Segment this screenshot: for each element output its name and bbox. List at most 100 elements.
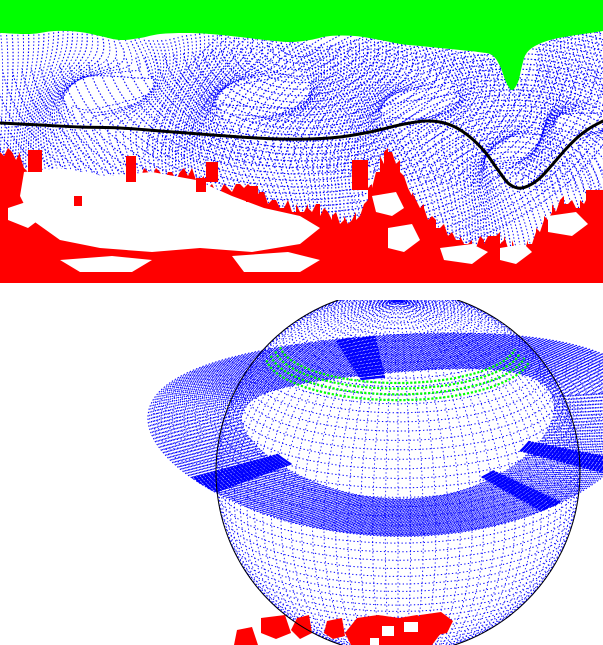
contour-line [354, 38, 387, 209]
sphere-parallel [282, 322, 514, 379]
brim-rib [421, 334, 437, 371]
brim-ring [159, 337, 603, 533]
contour-line [13, 31, 30, 172]
contour-arc [440, 141, 585, 194]
contour-arc [379, 99, 603, 178]
sphere-parallel [250, 358, 546, 423]
sphere-meridian [254, 300, 399, 637]
contour-line [333, 38, 365, 238]
brim-rib [193, 371, 269, 393]
brim-ring [206, 355, 590, 514]
contour-arc [163, 54, 437, 136]
contour-line [164, 33, 202, 192]
brim-crease [371, 336, 384, 378]
brim-rib [546, 378, 603, 388]
sphere-meridian [301, 300, 399, 645]
brim-rib [519, 460, 590, 484]
contour-line [509, 44, 557, 250]
sphere-meridian [397, 300, 576, 579]
contour-line [107, 40, 165, 200]
sphere-meridian [397, 300, 527, 344]
brim-rib [166, 388, 251, 402]
contour-line [129, 38, 174, 192]
contour-arc [402, 115, 603, 180]
contour-arc [258, 16, 603, 167]
contour-arc [211, 50, 389, 103]
contour-arc [135, 57, 465, 155]
rectangular-projection-panel [0, 0, 603, 300]
contour-line [70, 37, 155, 198]
brim-crease [519, 450, 603, 474]
contour-arc [154, 55, 446, 142]
sphere-meridian [284, 300, 399, 330]
contour-arc [97, 61, 503, 181]
contour-arc [277, 43, 323, 58]
contour-arc [258, 45, 342, 71]
contour-arc [470, 161, 554, 192]
contour-line [470, 54, 496, 261]
contour-line [191, 30, 240, 206]
sphere-parallel [221, 424, 575, 489]
sphere-meridian [220, 300, 399, 579]
contour-arc [334, 68, 603, 174]
red-region-void-1 [148, 180, 204, 204]
sphere-meridian [397, 300, 506, 645]
contour-line [90, 39, 159, 200]
sphere-parallel [235, 385, 561, 451]
brim-rib [188, 374, 265, 394]
contour-arc [192, 52, 408, 116]
contour-line [174, 31, 214, 186]
brim-crease [366, 336, 381, 379]
upper-green-region [0, 0, 603, 90]
contour-line [497, 50, 552, 262]
brim-rib [412, 498, 423, 535]
brim-rib [219, 362, 285, 388]
contour-line [22, 30, 45, 195]
contour-line [228, 41, 313, 220]
brim-rib [157, 398, 246, 408]
contour-line [209, 34, 281, 207]
sphere-meridian [323, 300, 399, 645]
contour-arc [249, 46, 351, 77]
sphere-meridian [372, 300, 399, 645]
contour-arc [364, 89, 603, 177]
brim-rib [528, 356, 603, 378]
contour-arc [174, 0, 323, 159]
sphere-meridian [254, 300, 399, 360]
sphere-parallel [226, 533, 570, 585]
brim-rib [459, 335, 496, 369]
contour-arc [49, 65, 551, 214]
brim-ring [204, 354, 592, 514]
sphere-meridian [271, 300, 399, 645]
contour-line [8, 31, 19, 171]
sphere-meridian [397, 300, 557, 625]
red-region-void-0 [20, 168, 320, 252]
contour-arc [159, 0, 295, 157]
contour-line [521, 40, 564, 236]
contour-arc [303, 47, 603, 171]
contour-arc [68, 63, 532, 201]
brim-rib [329, 493, 356, 529]
sphere-meridian [269, 300, 399, 344]
bottom-panel-canvas [0, 300, 603, 645]
green-band-line [279, 346, 516, 385]
contour-line [42, 26, 83, 228]
brim-rib [333, 341, 358, 377]
lower-red-region [0, 148, 603, 283]
three-d-spherical-panel [0, 300, 603, 645]
contour-arc [349, 78, 603, 175]
brim-rib [469, 487, 511, 521]
sphere-meridian [397, 300, 512, 330]
brim-rib [451, 492, 483, 528]
top-panel-canvas [0, 0, 603, 283]
sphere-meridian [397, 300, 559, 385]
sphere-parallel [224, 412, 572, 479]
contour-line [359, 39, 395, 183]
brim-rib [527, 453, 603, 475]
green-cap-band [265, 346, 530, 402]
contour-line [466, 54, 491, 262]
contour-arc [448, 146, 577, 194]
contour-line [141, 36, 182, 191]
red-patch-void-0 [382, 626, 394, 636]
brim-crease [370, 336, 383, 379]
